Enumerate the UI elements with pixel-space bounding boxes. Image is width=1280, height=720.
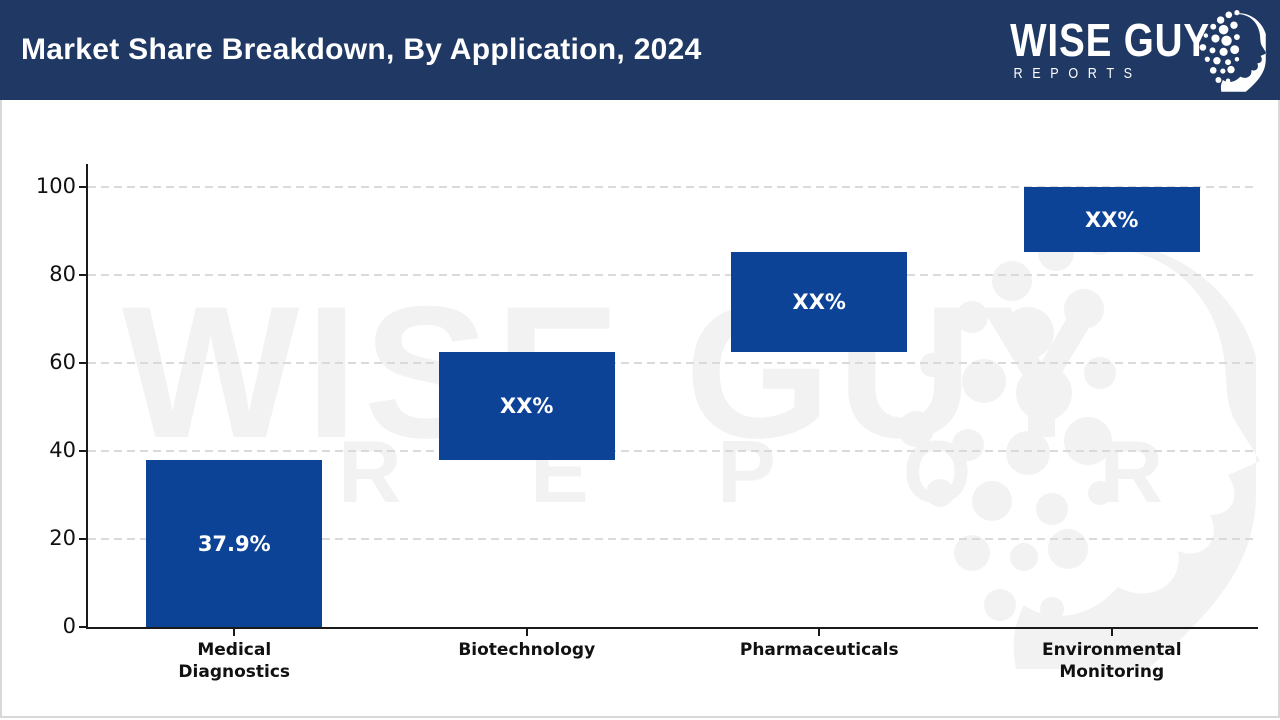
page-border-left: [0, 100, 2, 718]
x-tick-label: Pharmaceuticals: [739, 640, 899, 660]
gridline: [88, 450, 1258, 452]
x-axis-line: [86, 627, 1258, 629]
x-tick: [818, 629, 821, 636]
logo: WISE GUY REPORTS: [972, 0, 1268, 100]
y-tick: [79, 362, 88, 364]
bar-value-label: XX%: [792, 290, 846, 315]
bar-value-label: XX%: [1085, 207, 1139, 232]
page-border-right: [1278, 100, 1280, 718]
bar: 37.9%: [146, 460, 323, 627]
x-tick-label: Biotechnology: [458, 640, 596, 660]
bar-value-label: 37.9%: [197, 531, 271, 556]
logo-subtitle: REPORTS: [1013, 65, 1142, 82]
logo-text: WISE GUY REPORTS: [1010, 14, 1210, 82]
x-tick: [1110, 629, 1113, 636]
page-title: Market Share Breakdown, By Application, …: [21, 33, 702, 66]
header: Market Share Breakdown, By Application, …: [0, 0, 1280, 100]
bar: XX%: [731, 252, 908, 353]
y-tick: [79, 186, 88, 188]
y-tick-label: 20: [49, 526, 76, 550]
y-tick-label: 60: [49, 350, 76, 374]
y-tick: [79, 626, 88, 628]
y-tick: [79, 274, 88, 276]
gridline: [88, 274, 1258, 276]
y-tick-label: 100: [35, 174, 76, 198]
gridline: [88, 538, 1258, 540]
bar-value-label: XX%: [500, 394, 554, 419]
x-tick: [233, 629, 236, 636]
gridline: [88, 186, 1258, 188]
gridline: [88, 362, 1258, 364]
x-tick: [525, 629, 528, 636]
y-tick: [79, 450, 88, 452]
bar: XX%: [438, 352, 615, 461]
logo-wordmark: WISE GUY: [1010, 14, 1210, 66]
x-tick-label: Medical Diagnostics: [178, 640, 291, 682]
y-axis-line: [86, 164, 88, 629]
bar: XX%: [1023, 187, 1200, 253]
x-tick-label: Environmental Monitoring: [1041, 640, 1182, 682]
y-tick-label: 80: [49, 262, 76, 286]
y-tick-label: 40: [49, 438, 76, 462]
page-border-bottom: [0, 716, 1280, 718]
y-tick-label: 0: [62, 614, 76, 638]
y-tick: [79, 538, 88, 540]
